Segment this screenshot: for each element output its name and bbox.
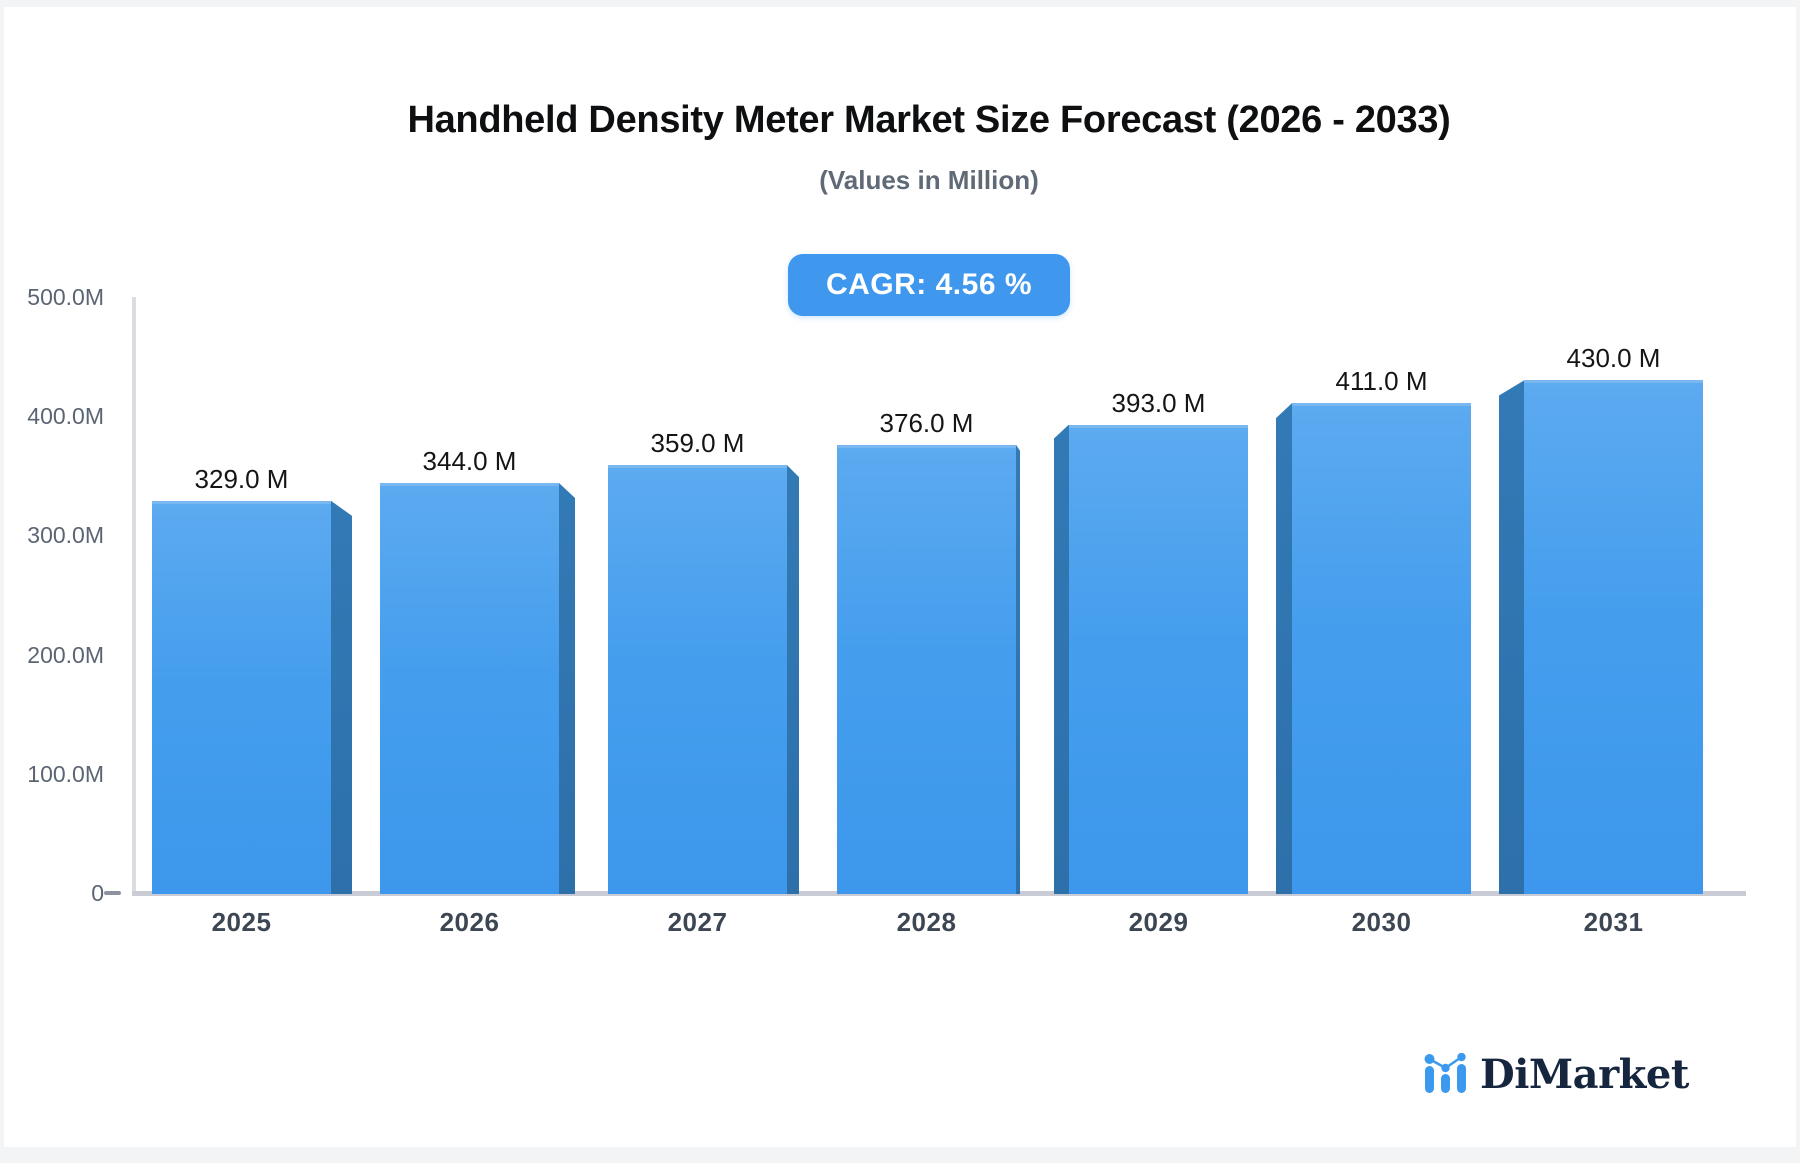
bar-value-label-2025: 329.0 M [194, 463, 289, 494]
bar-side-2029 [1054, 424, 1069, 894]
y-tick-label: 500.0M [27, 284, 104, 310]
bar-value-label-2031: 430.0 M [1566, 343, 1661, 374]
dimarket-logo-icon [1424, 1053, 1466, 1093]
bar-2027[interactable] [608, 465, 787, 894]
bar-value-label-2029: 393.0 M [1111, 387, 1206, 418]
bar-side-2028 [1016, 444, 1020, 894]
x-axis-label-2028: 2028 [896, 907, 957, 937]
y-tick-label: 0 [91, 880, 104, 906]
bar-value-label-2027: 359.0 M [650, 428, 745, 459]
dimarket-logo-text: DiMarket [1480, 1050, 1689, 1098]
bar-2026[interactable] [380, 482, 559, 894]
bar-value-label-2026: 344.0 M [422, 445, 517, 476]
bar-side-2025 [331, 500, 352, 894]
bar-side-2026 [559, 482, 575, 894]
bar-2028[interactable] [837, 444, 1016, 894]
x-axis-label-2027: 2027 [667, 907, 728, 937]
x-axis-label-2025: 2025 [211, 907, 272, 937]
x-axis-label-2029: 2029 [1128, 907, 1189, 937]
chart-title: Handheld Density Meter Market Size Forec… [407, 99, 1451, 141]
bar-side-2030 [1276, 403, 1292, 894]
bar-2030[interactable] [1292, 403, 1471, 894]
bar-value-label-2028: 376.0 M [879, 407, 974, 438]
bar-side-2027 [787, 465, 799, 894]
bar-side-2031 [1499, 380, 1524, 894]
chart-card: Handheld Density Meter Market Size Forec… [4, 7, 1796, 1147]
chart-subtitle: (Values in Million) [819, 165, 1039, 195]
y-tick-label: 300.0M [27, 522, 104, 549]
bar-2025[interactable] [152, 500, 331, 894]
y-tick-label: 100.0M [27, 760, 104, 787]
y-tick-label: 200.0M [27, 641, 104, 668]
x-axis-label-2026: 2026 [439, 907, 500, 937]
y-tick-label: 400.0M [27, 403, 104, 430]
bar-2029[interactable] [1069, 424, 1248, 894]
dimarket-logo: DiMarket [1424, 1047, 1689, 1101]
zero-tick-mark [104, 891, 121, 895]
y-axis-line [132, 297, 136, 895]
x-axis-label-2031: 2031 [1583, 907, 1644, 937]
bar-chart-plot: 500.0M 400.0M 300.0M 200.0M 100.0M 0 329.0 M 2… [4, 7, 1800, 1163]
bar-2031[interactable] [1524, 380, 1703, 894]
bar-value-label-2030: 411.0 M [1335, 366, 1428, 397]
x-axis-label-2030: 2030 [1351, 907, 1412, 937]
